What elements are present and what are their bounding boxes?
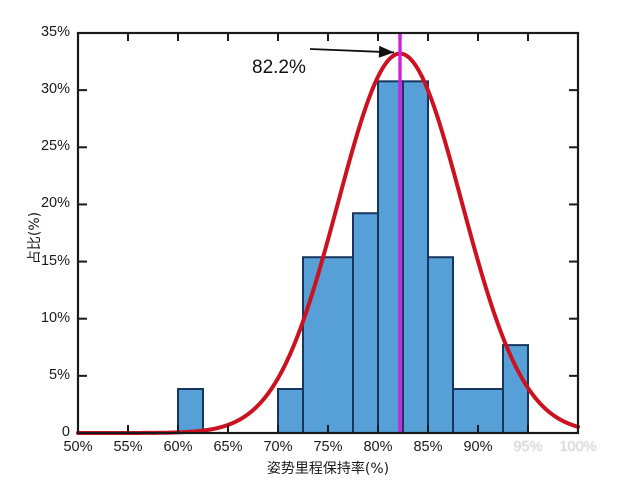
y-tick-label: 0 [61,424,70,440]
histogram-bar [302,256,354,434]
y-tick-label: 25% [40,138,70,155]
x-tick-label: 50% [63,439,93,455]
x-tick-label: 80% [363,439,393,455]
histogram-bar [502,344,529,434]
x-tick-label: 75% [313,439,343,455]
histogram-bar [427,256,454,434]
histogram-bar [177,388,204,434]
histogram-bar [352,212,379,434]
y-axis-title: 占比(%) [27,211,43,265]
y-tick-label: 30% [40,81,70,98]
x-tick-label: 60% [163,439,193,455]
annotation-arrow-icon [309,45,395,58]
histogram-bar [452,388,504,434]
y-tick-label: 20% [40,195,70,212]
x-tick-label: 95% [513,439,543,455]
y-tick-label: 35% [40,24,70,40]
x-tick-label: 85% [413,439,443,455]
x-tick-label: 65% [213,439,243,455]
x-tick-label: 70% [263,439,293,455]
histogram-bar [277,388,304,434]
x-tick-label: 90% [463,439,493,455]
x-tick-label: 55% [113,439,143,455]
x-tick-label: 100% [559,439,597,455]
y-axis-ticks [78,32,578,377]
y-tick-label: 15% [40,252,70,269]
y-tick-label: 10% [40,309,70,326]
x-axis-ticks [127,33,529,433]
y-tick-label: 5% [49,366,70,383]
mean-annotation-label: 82.2% [252,57,306,78]
histogram-bar [402,80,429,434]
x-axis-title: 姿势里程保持率(%) [266,461,390,477]
